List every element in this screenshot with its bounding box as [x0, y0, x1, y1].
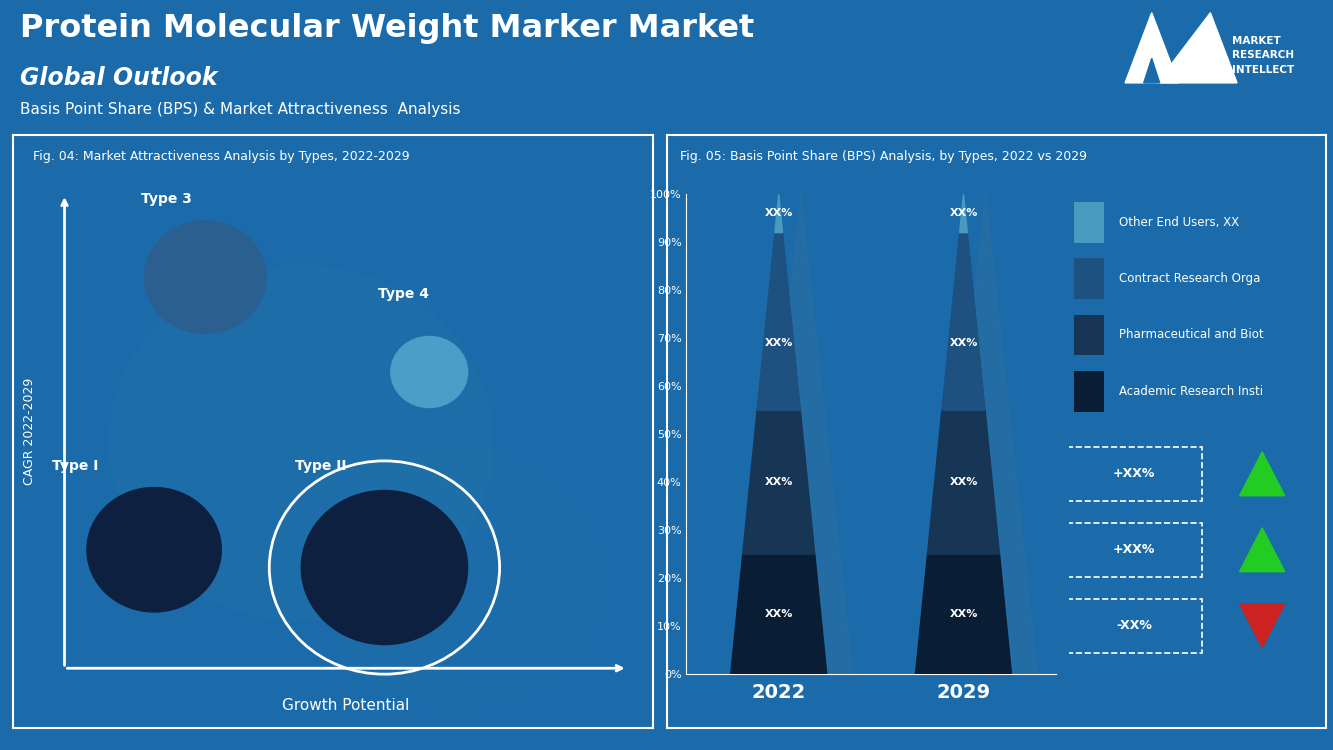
- Polygon shape: [1240, 528, 1285, 572]
- FancyBboxPatch shape: [1074, 315, 1104, 356]
- Text: Fig. 04: Market Attractiveness Analysis by Types, 2022-2029: Fig. 04: Market Attractiveness Analysis …: [32, 150, 409, 163]
- FancyBboxPatch shape: [1074, 202, 1104, 243]
- Text: XX%: XX%: [765, 338, 793, 348]
- Text: Pharmaceutical and Biot: Pharmaceutical and Biot: [1120, 328, 1264, 341]
- Polygon shape: [934, 194, 1037, 674]
- Text: Protein Molecular Weight Marker Market: Protein Molecular Weight Marker Market: [20, 13, 754, 44]
- Circle shape: [320, 449, 603, 710]
- Text: Contract Research Orga: Contract Research Orga: [1120, 272, 1261, 285]
- Text: XX%: XX%: [949, 209, 977, 218]
- Text: Type I: Type I: [52, 459, 99, 472]
- Polygon shape: [774, 194, 782, 232]
- Text: +XX%: +XX%: [1113, 543, 1156, 556]
- Polygon shape: [1125, 13, 1178, 83]
- Text: -XX%: -XX%: [1116, 620, 1152, 632]
- Polygon shape: [1240, 452, 1285, 496]
- Text: XX%: XX%: [765, 609, 793, 619]
- Polygon shape: [928, 410, 1000, 554]
- Text: Academic Research Insti: Academic Research Insti: [1120, 385, 1264, 398]
- Text: XX%: XX%: [949, 609, 977, 619]
- Circle shape: [144, 221, 267, 334]
- Polygon shape: [749, 194, 853, 674]
- Text: XX%: XX%: [765, 477, 793, 488]
- Polygon shape: [1240, 604, 1285, 647]
- Text: XX%: XX%: [765, 209, 793, 218]
- Text: XX%: XX%: [949, 477, 977, 488]
- Text: Type 3: Type 3: [141, 192, 192, 206]
- Polygon shape: [942, 232, 985, 410]
- FancyBboxPatch shape: [1074, 371, 1104, 412]
- Circle shape: [391, 337, 468, 407]
- Text: Other End Users, XX: Other End Users, XX: [1120, 216, 1240, 229]
- Text: MARKET
RESEARCH
INTELLECT: MARKET RESEARCH INTELLECT: [1232, 36, 1294, 75]
- Text: Basis Point Share (BPS) & Market Attractiveness  Analysis: Basis Point Share (BPS) & Market Attract…: [20, 102, 460, 117]
- Text: Type 4: Type 4: [379, 287, 429, 301]
- Polygon shape: [757, 232, 800, 410]
- Text: +XX%: +XX%: [1113, 467, 1156, 480]
- Polygon shape: [916, 554, 1012, 674]
- Circle shape: [109, 266, 493, 621]
- Text: Global Outlook: Global Outlook: [20, 66, 217, 90]
- Polygon shape: [730, 554, 826, 674]
- Text: XX%: XX%: [949, 338, 977, 348]
- Polygon shape: [742, 410, 814, 554]
- Text: CAGR 2022-2029: CAGR 2022-2029: [23, 378, 36, 485]
- Text: Fig. 05: Basis Point Share (BPS) Analysis, by Types, 2022 vs 2029: Fig. 05: Basis Point Share (BPS) Analysi…: [680, 150, 1086, 163]
- Circle shape: [87, 488, 221, 612]
- Text: Type II: Type II: [295, 459, 347, 472]
- Circle shape: [301, 490, 468, 644]
- Polygon shape: [960, 194, 968, 232]
- Polygon shape: [1157, 13, 1237, 83]
- Polygon shape: [1144, 58, 1160, 83]
- Text: Growth Potential: Growth Potential: [283, 698, 409, 712]
- FancyBboxPatch shape: [1074, 259, 1104, 299]
